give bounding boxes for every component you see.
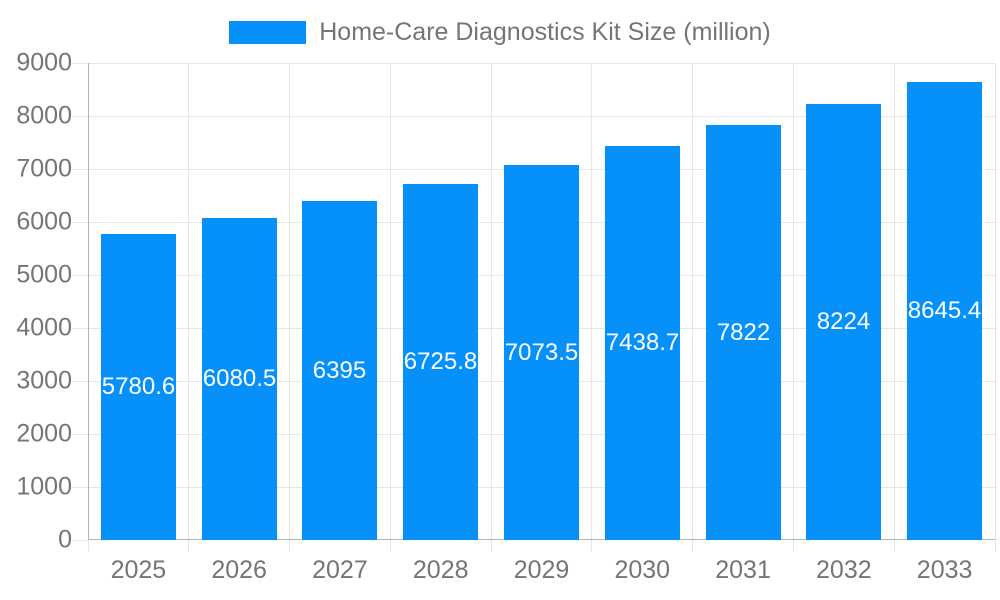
y-axis-tick-label: 7000 <box>16 154 72 183</box>
v-gridline <box>994 63 996 540</box>
h-gridline <box>88 115 995 117</box>
x-axis-category-label: 2028 <box>412 556 469 584</box>
y-axis-line <box>88 63 89 540</box>
x-axis-tick <box>389 540 391 552</box>
x-axis-tick <box>692 540 694 552</box>
h-gridline <box>88 62 995 64</box>
y-axis-tick <box>72 115 88 117</box>
bar: 7438.7 <box>605 145 680 540</box>
v-gridline <box>692 63 694 540</box>
bar-value-label: 5780.6 <box>101 372 176 400</box>
y-axis-tick-label: 8000 <box>16 101 72 130</box>
bar: 5780.6 <box>101 233 176 540</box>
v-gridline <box>893 63 895 540</box>
y-axis-tick <box>72 274 88 276</box>
y-axis-tick-label: 6000 <box>16 207 72 236</box>
v-gridline <box>188 63 190 540</box>
y-axis-tick <box>72 221 88 223</box>
x-axis-category-label: 2031 <box>715 556 771 584</box>
bar: 6725.8 <box>403 183 478 540</box>
x-axis-category-label: 2026 <box>211 556 267 584</box>
x-axis-tick <box>893 540 895 552</box>
bar: 6395 <box>302 201 377 540</box>
y-axis-labels: 0 1000 2000 3000 4000 5000 6000 7000 8000 9000 <box>0 49 72 554</box>
v-gridline <box>792 63 794 540</box>
x-axis-tick <box>490 540 492 552</box>
bar: 7073.5 <box>504 165 579 540</box>
y-axis-tick-label: 0 <box>58 525 72 554</box>
bar-value-label: 7822 <box>716 318 771 346</box>
y-axis-tick <box>72 62 88 64</box>
y-axis-tick-label: 2000 <box>16 419 72 448</box>
x-axis-category-label: 2025 <box>110 556 167 584</box>
legend-swatch <box>229 21 307 44</box>
bar: 7822 <box>706 125 781 540</box>
y-axis-tick <box>72 539 88 541</box>
x-axis-category-label: 2029 <box>513 556 570 584</box>
x-axis-category-label: 2033 <box>916 556 973 584</box>
x-axis-category-label: 2032 <box>816 556 872 584</box>
y-axis-tick <box>72 380 88 382</box>
y-axis-tick-label: 9000 <box>16 48 72 77</box>
bar: 6080.5 <box>202 217 277 540</box>
x-axis-tick <box>87 540 89 552</box>
v-gridline <box>591 63 593 540</box>
y-axis-tick-label: 4000 <box>16 313 72 342</box>
y-axis-tick <box>72 433 88 435</box>
chart-legend: Home-Care Diagnostics Kit Size (million) <box>0 18 1000 47</box>
legend-title: Home-Care Diagnostics Kit Size (million) <box>319 18 771 46</box>
v-gridline <box>490 63 492 540</box>
bar: 8645.4 <box>907 81 982 540</box>
bar-value-label: 7438.7 <box>605 328 680 356</box>
y-axis-tick-label: 5000 <box>16 260 72 289</box>
plot-area: 5780.6 6080.5 6395 6725.8 7073.5 7438.7 7822 82… <box>72 62 996 552</box>
y-axis-tick <box>72 168 88 170</box>
bar-value-label: 6725.8 <box>403 347 478 375</box>
y-axis-tick <box>72 486 88 488</box>
x-axis-tick <box>591 540 593 552</box>
x-axis-labels: 2025 2026 2027 2028 2029 2030 2031 2032 2033 <box>0 556 1000 588</box>
bar-value-label: 6080.5 <box>202 364 277 392</box>
bar: 8224 <box>806 104 881 540</box>
x-axis-tick <box>188 540 190 552</box>
bar-value-label: 8645.4 <box>907 296 982 324</box>
y-axis-tick-label: 1000 <box>16 472 72 501</box>
x-axis-tick <box>289 540 291 552</box>
bar-value-label: 8224 <box>816 308 871 336</box>
v-gridline <box>389 63 391 540</box>
y-axis-tick-label: 3000 <box>16 366 72 395</box>
bar-value-label: 6395 <box>312 356 367 384</box>
x-axis-category-label: 2030 <box>614 556 671 584</box>
v-gridline <box>289 63 291 540</box>
bar-value-label: 7073.5 <box>504 338 579 366</box>
y-axis-tick <box>72 327 88 329</box>
x-axis-tick <box>994 540 996 552</box>
x-axis-category-label: 2027 <box>312 556 368 584</box>
x-axis-tick <box>792 540 794 552</box>
